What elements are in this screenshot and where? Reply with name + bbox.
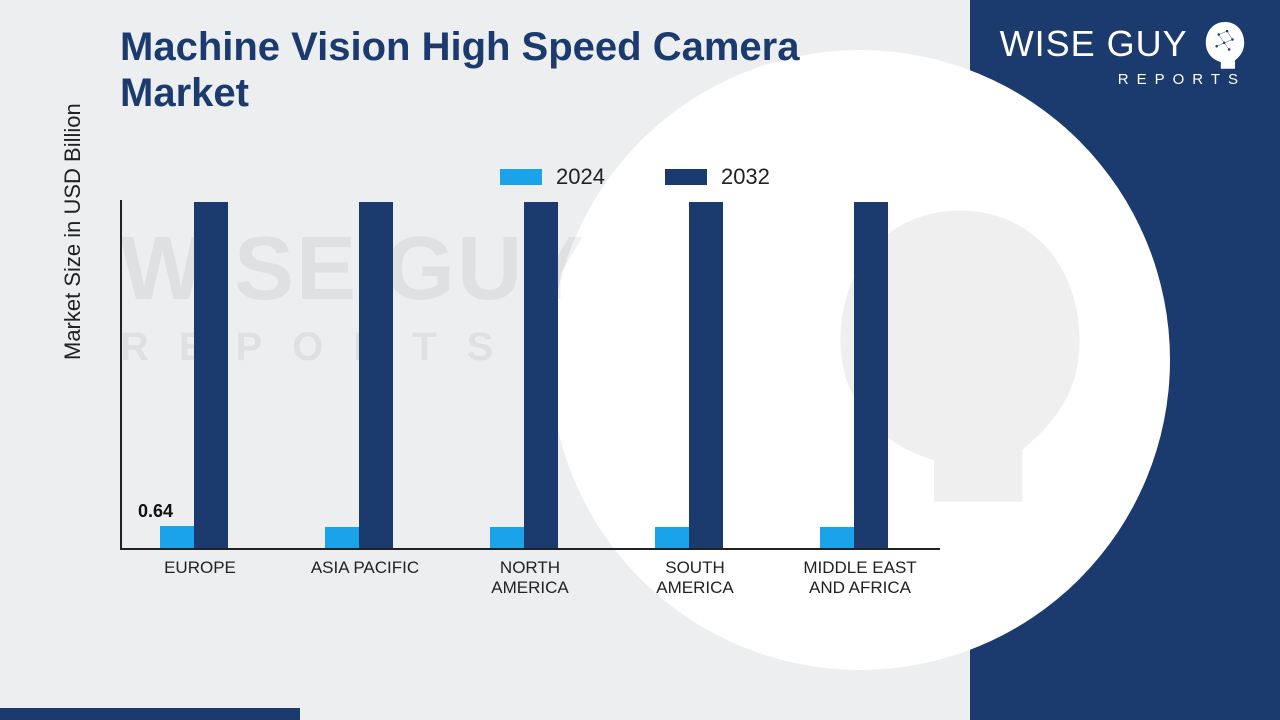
bar (490, 527, 524, 548)
category-label: NORTH AMERICA (460, 558, 600, 597)
bar (655, 527, 689, 548)
bar-group: NORTH AMERICA (480, 200, 580, 550)
brand-logo: WISE GUY REPORTS (1000, 22, 1246, 87)
bar (820, 527, 854, 548)
bar (160, 526, 194, 548)
bar (689, 202, 723, 548)
bar-group: MIDDLE EAST AND AFRICA (810, 200, 910, 550)
legend-swatch-2032 (665, 169, 707, 185)
y-axis (120, 200, 122, 550)
legend-label-2032: 2032 (721, 164, 770, 190)
bar (359, 202, 393, 548)
category-label: ASIA PACIFIC (295, 558, 435, 578)
category-label: MIDDLE EAST AND AFRICA (790, 558, 930, 597)
y-axis-label: Market Size in USD Billion (60, 103, 86, 360)
bar-group: SOUTH AMERICA (645, 200, 745, 550)
legend-swatch-2024 (500, 169, 542, 185)
bar (854, 202, 888, 548)
logo-line2: REPORTS (1000, 72, 1246, 87)
legend-item-2032: 2032 (665, 164, 770, 190)
bar-group: ASIA PACIFIC (315, 200, 415, 550)
legend-label-2024: 2024 (556, 164, 605, 190)
bar (194, 202, 228, 548)
logo-line1: WISE GUY (1000, 23, 1187, 64)
bar (524, 202, 558, 548)
bar (325, 527, 359, 548)
legend: 2024 2032 (500, 164, 770, 190)
chart-title: Machine Vision High Speed Camera Market (120, 24, 880, 116)
canvas: WISE GUY REPORTS Machine Vision High Spe… (0, 0, 1280, 720)
category-label: SOUTH AMERICA (625, 558, 765, 597)
logo-head-icon (1204, 22, 1246, 70)
bar-data-label: 0.64 (138, 501, 173, 522)
chart-area: 0.64EUROPE ASIA PACIFIC NORTH AMERICA SOUTH… (120, 200, 940, 550)
legend-item-2024: 2024 (500, 164, 605, 190)
category-label: EUROPE (130, 558, 270, 578)
bar-group: 0.64EUROPE (150, 200, 250, 550)
bottom-accent-bar (0, 708, 300, 720)
